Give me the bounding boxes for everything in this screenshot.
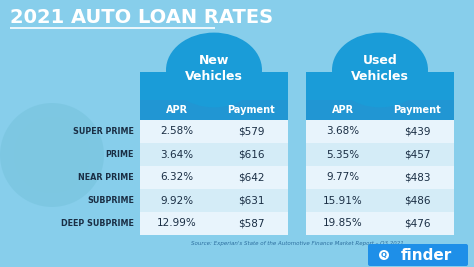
- Circle shape: [379, 250, 389, 260]
- Text: 6.32%: 6.32%: [160, 172, 193, 183]
- FancyBboxPatch shape: [140, 212, 288, 235]
- FancyBboxPatch shape: [140, 100, 288, 120]
- Ellipse shape: [332, 33, 428, 107]
- Text: DEEP SUBPRIME: DEEP SUBPRIME: [61, 219, 134, 228]
- Text: 2021 AUTO LOAN RATES: 2021 AUTO LOAN RATES: [10, 8, 273, 27]
- Text: $439: $439: [404, 127, 430, 136]
- Text: NEAR PRIME: NEAR PRIME: [78, 173, 134, 182]
- Ellipse shape: [166, 33, 262, 107]
- Circle shape: [0, 103, 104, 207]
- Text: PRIME: PRIME: [106, 150, 134, 159]
- Text: Source: Experian's State of the Automotive Finance Market Report – Q3 2021: Source: Experian's State of the Automoti…: [191, 241, 403, 246]
- FancyBboxPatch shape: [306, 100, 454, 120]
- Text: 3.64%: 3.64%: [160, 150, 193, 159]
- Text: 15.91%: 15.91%: [323, 195, 363, 206]
- Text: $483: $483: [404, 172, 430, 183]
- Text: Payment: Payment: [227, 105, 275, 115]
- Text: Used
Vehicles: Used Vehicles: [351, 53, 409, 83]
- FancyBboxPatch shape: [306, 120, 454, 143]
- Text: New
Vehicles: New Vehicles: [185, 53, 243, 83]
- Text: $476: $476: [404, 218, 430, 229]
- Text: SUPER PRIME: SUPER PRIME: [73, 127, 134, 136]
- Text: APR: APR: [166, 105, 188, 115]
- Text: APR: APR: [332, 105, 354, 115]
- FancyBboxPatch shape: [140, 72, 288, 100]
- Text: $616: $616: [238, 150, 264, 159]
- FancyBboxPatch shape: [140, 189, 288, 212]
- FancyBboxPatch shape: [140, 166, 288, 189]
- Text: 5.35%: 5.35%: [327, 150, 360, 159]
- FancyBboxPatch shape: [306, 72, 454, 100]
- FancyBboxPatch shape: [306, 212, 454, 235]
- FancyBboxPatch shape: [306, 189, 454, 212]
- Text: 2.58%: 2.58%: [160, 127, 193, 136]
- Text: SUBPRIME: SUBPRIME: [87, 196, 134, 205]
- FancyBboxPatch shape: [140, 120, 288, 143]
- Text: 19.85%: 19.85%: [323, 218, 363, 229]
- Text: 3.68%: 3.68%: [327, 127, 360, 136]
- FancyBboxPatch shape: [140, 143, 288, 166]
- Circle shape: [14, 117, 90, 193]
- Text: finder: finder: [401, 248, 452, 262]
- Text: 9.77%: 9.77%: [327, 172, 360, 183]
- Text: $631: $631: [238, 195, 264, 206]
- Text: $587: $587: [238, 218, 264, 229]
- Text: $457: $457: [404, 150, 430, 159]
- Text: $486: $486: [404, 195, 430, 206]
- Text: $579: $579: [238, 127, 264, 136]
- Text: Payment: Payment: [393, 105, 441, 115]
- Text: 12.99%: 12.99%: [157, 218, 197, 229]
- FancyBboxPatch shape: [368, 244, 468, 266]
- Text: $642: $642: [238, 172, 264, 183]
- FancyBboxPatch shape: [306, 143, 454, 166]
- Text: 9.92%: 9.92%: [160, 195, 193, 206]
- Text: Q: Q: [381, 252, 387, 258]
- FancyBboxPatch shape: [306, 166, 454, 189]
